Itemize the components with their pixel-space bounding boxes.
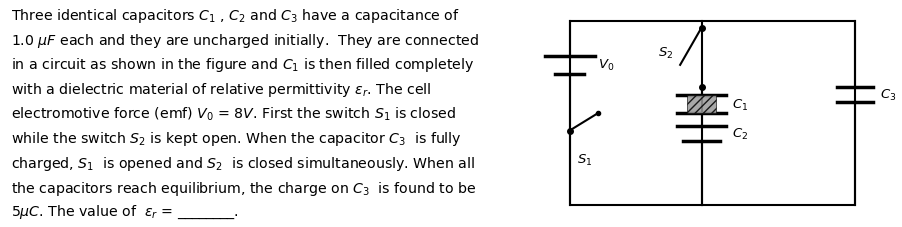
Text: $S_1$: $S_1$ bbox=[577, 153, 593, 168]
Bar bbox=[686, 96, 716, 114]
Bar bbox=[570, 22, 855, 205]
Text: $V_0$: $V_0$ bbox=[598, 58, 614, 73]
Text: $C_2$: $C_2$ bbox=[732, 127, 748, 142]
Text: $S_2$: $S_2$ bbox=[658, 46, 673, 61]
Text: $C_3$: $C_3$ bbox=[879, 87, 896, 103]
Text: $C_1$: $C_1$ bbox=[732, 97, 748, 112]
Text: Three identical capacitors $C_1$ , $C_2$ and $C_3$ have a capacitance of
1.0 $\m: Three identical capacitors $C_1$ , $C_2$… bbox=[11, 7, 479, 220]
